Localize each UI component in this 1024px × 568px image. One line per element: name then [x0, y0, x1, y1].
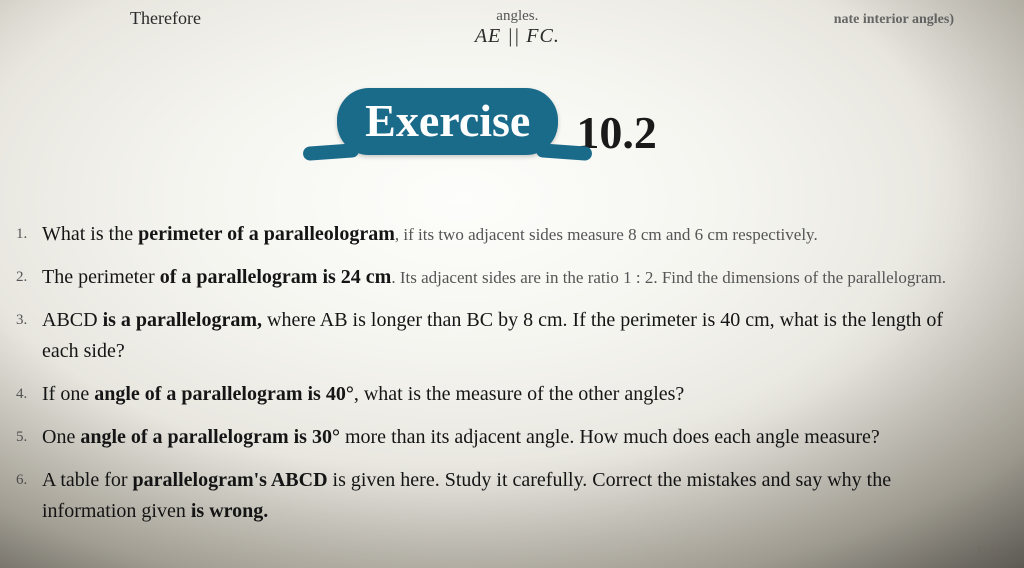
question-number: 2. [16, 262, 42, 293]
text-fragment: , if its two adjacent sides measure 8 cm… [395, 225, 818, 244]
question-6: 6. A table for parallelogram's ABCD is g… [16, 465, 984, 527]
question-number: 1. [16, 219, 42, 250]
question-1: 1. What is the perimeter of a paralleolo… [16, 219, 984, 250]
question-3: 3. ABCD is a parallelogram, where AB is … [16, 305, 984, 367]
margin-note: nate interior angles) [834, 8, 954, 58]
question-text: One angle of a parallelogram is 30° more… [42, 422, 984, 453]
parallel-statement: AE || FC. [475, 25, 560, 48]
question-text: If one angle of a parallelogram is 40°, … [42, 379, 984, 410]
question-text: ABCD is a parallelogram, where AB is lon… [42, 305, 984, 367]
question-number: 6. [16, 465, 42, 527]
question-number: 4. [16, 379, 42, 410]
bold-fragment: is wrong. [191, 500, 268, 522]
exercise-pill: Exercise [337, 88, 558, 155]
text-fragment: ABCD [42, 309, 103, 331]
previous-content-fragment: Therefore angles. AE || FC. nate interio… [10, 8, 984, 58]
bold-fragment: angle of a parallelogram is 30° [80, 426, 340, 448]
bold-fragment: of a parallelogram is 24 cm [160, 266, 392, 288]
bold-fragment: angle of a parallelogram is 40° [94, 383, 354, 405]
corner-label: DAB [978, 543, 1006, 558]
text-fragment: What is the [42, 223, 138, 245]
question-text: What is the perimeter of a paralleologra… [42, 219, 984, 250]
text-fragment: , what is the measure of the other angle… [354, 383, 684, 405]
text-fragment: One [42, 426, 80, 448]
question-4: 4. If one angle of a parallelogram is 40… [16, 379, 984, 410]
bold-fragment: perimeter of a paralleologram [138, 223, 395, 245]
therefore-text: Therefore [130, 8, 201, 58]
question-text: The perimeter of a parallelogram is 24 c… [42, 262, 984, 293]
exercise-heading: Exercise 10.2 [10, 88, 984, 159]
question-text: A table for parallelogram's ABCD is give… [42, 465, 984, 527]
text-fragment: If one [42, 383, 94, 405]
question-number: 3. [16, 305, 42, 367]
text-fragment: A table for [42, 469, 133, 491]
text-fragment: The perimeter [42, 266, 160, 288]
bold-fragment: parallelogram's ABCD [133, 469, 328, 491]
question-5: 5. One angle of a parallelogram is 30° m… [16, 422, 984, 453]
question-list: 1. What is the perimeter of a paralleolo… [10, 219, 984, 527]
angles-fragment: angles. [475, 8, 560, 25]
textbook-page: Therefore angles. AE || FC. nate interio… [0, 0, 1024, 568]
text-fragment: more than its adjacent angle. How much d… [340, 426, 880, 448]
conclusion-text: angles. AE || FC. [475, 8, 560, 58]
question-2: 2. The perimeter of a parallelogram is 2… [16, 262, 984, 293]
question-number: 5. [16, 422, 42, 453]
bold-fragment: is a parallelogram, [103, 309, 262, 331]
text-fragment: . Its adjacent sides are in the ratio 1 … [391, 268, 946, 287]
